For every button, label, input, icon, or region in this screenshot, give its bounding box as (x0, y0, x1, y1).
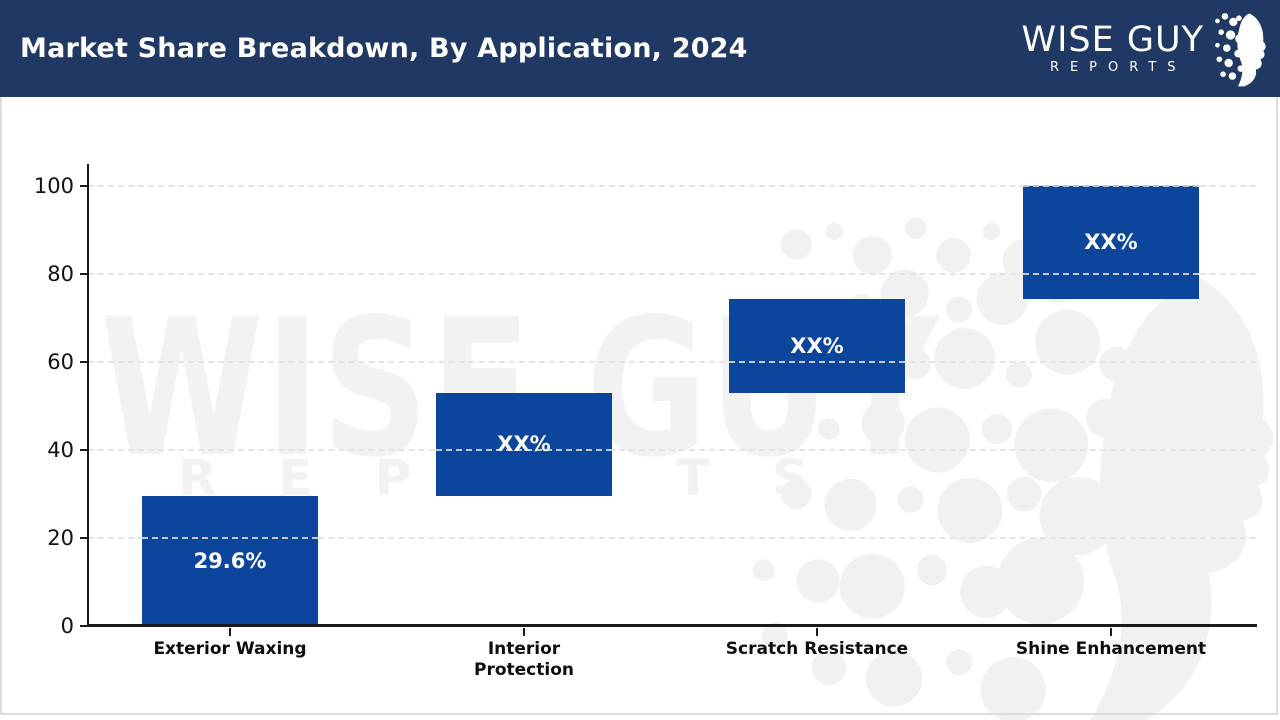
gridline-60 (88, 361, 1256, 363)
bar-shine-enhancement (1023, 186, 1199, 299)
y-tick-label-0: 0 (60, 614, 74, 638)
y-tick-label-40: 40 (47, 438, 74, 462)
y-tick-label-60: 60 (47, 350, 74, 374)
y-tick-100 (80, 185, 87, 187)
y-tick-label-100: 100 (33, 174, 74, 198)
x-category-label: Shine Enhancement (1015, 639, 1207, 659)
logo-wordmark: WISE GUY (1021, 19, 1204, 60)
gridline-40 (88, 449, 1256, 451)
bar-value-label: 29.6% (193, 548, 267, 573)
y-tick-80 (80, 273, 87, 275)
logo-text: WISE GUY REPORTS (1021, 22, 1204, 76)
bar-exterior-waxing (142, 495, 318, 626)
gridline-over-bar-60 (729, 361, 905, 363)
y-tick-label-20: 20 (47, 526, 74, 550)
header-bar: Market Share Breakdown, By Application, … (0, 0, 1280, 97)
logo-subtitle: REPORTS (1049, 59, 1187, 75)
y-tick-20 (80, 537, 87, 539)
x-tick-1 (523, 628, 525, 636)
page-title: Market Share Breakdown, By Application, … (20, 33, 748, 64)
x-category-label: Interior Protection (474, 639, 574, 680)
logo-face-icon (1215, 12, 1266, 86)
y-axis-line (87, 164, 89, 626)
y-tick-60 (80, 361, 87, 363)
x-category-label: Scratch Resistance (725, 639, 909, 659)
gridline-over-bar-80 (1023, 273, 1199, 275)
wiseguy-logo: WISE GUY REPORTS (1021, 9, 1266, 89)
gridline-100 (88, 185, 1256, 187)
bar-value-label: XX% (1084, 230, 1138, 255)
gridline-over-bar-100 (1023, 185, 1199, 187)
x-axis-line (87, 624, 1257, 627)
bar-value-label: XX% (497, 432, 551, 457)
bar-scratch-resistance (729, 298, 905, 393)
x-tick-3 (1110, 628, 1112, 636)
y-tick-label-80: 80 (47, 262, 74, 286)
gridline-20 (88, 537, 1256, 539)
x-category-label: Exterior Waxing (153, 639, 307, 659)
gridline-80 (88, 273, 1256, 275)
gridline-over-bar-20 (142, 537, 318, 539)
y-tick-40 (80, 449, 87, 451)
y-tick-0 (80, 625, 87, 627)
x-tick-0 (229, 628, 231, 636)
chart-area: WISE GUY REPORTS (0, 97, 1280, 720)
bar-interior-protection (436, 392, 612, 496)
bar-value-label: XX% (790, 333, 844, 358)
gridline-over-bar-40 (436, 449, 612, 451)
x-tick-2 (816, 628, 818, 636)
